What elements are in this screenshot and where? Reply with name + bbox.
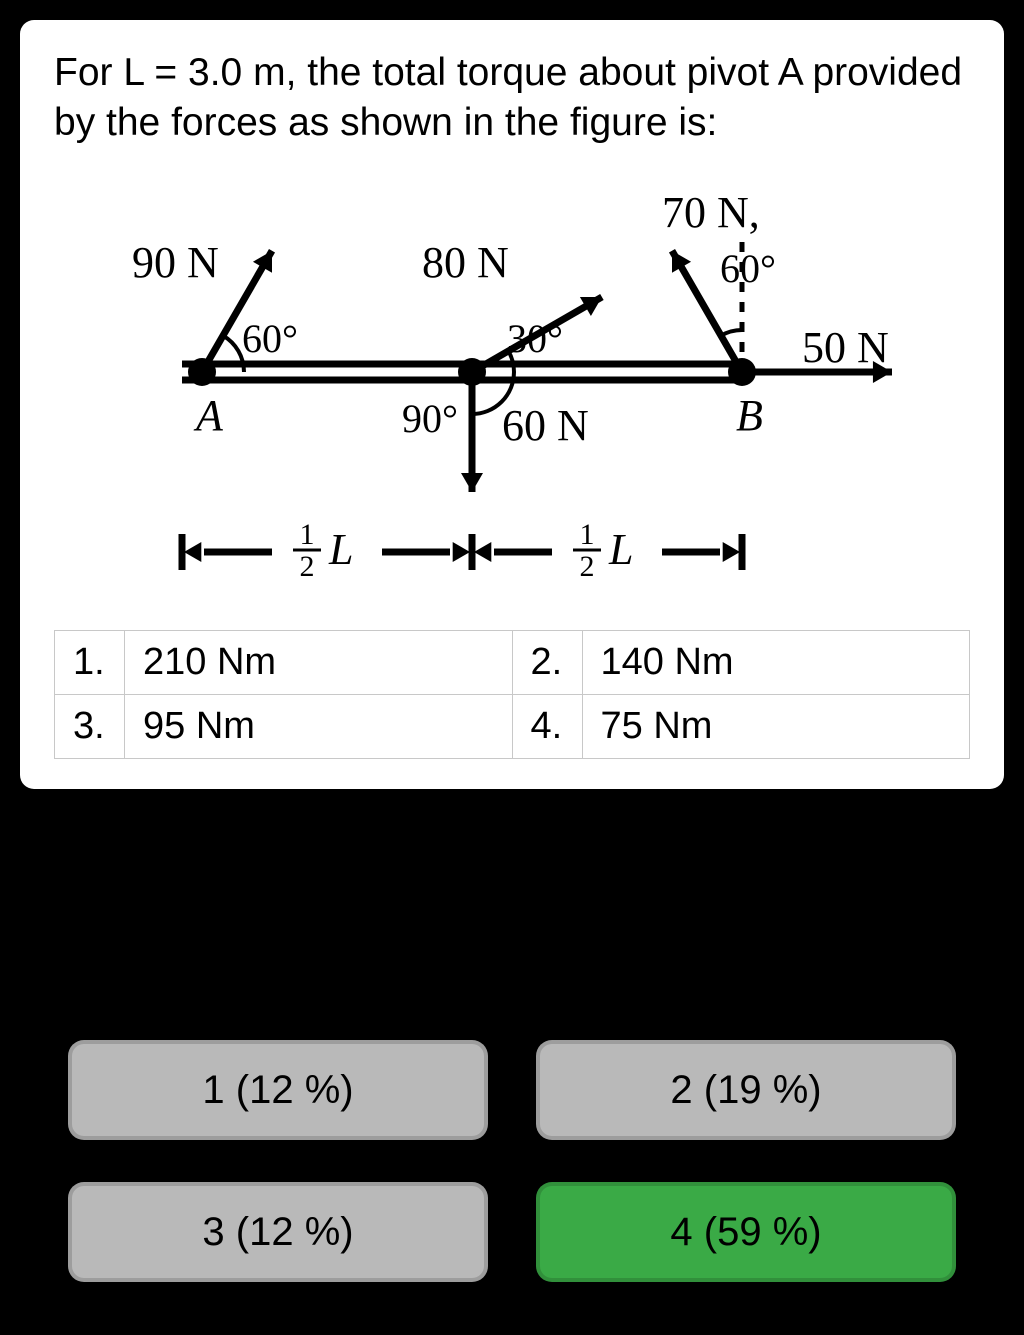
options-table: 1. 210 Nm 2. 140 Nm 3. 95 Nm 4. 75 Nm (54, 630, 970, 759)
answer-button-2[interactable]: 2 (19 %) (536, 1040, 956, 1140)
svg-text:60°: 60° (242, 316, 298, 361)
force-diagram: AB90 N60°80 N30°60 N90°70 N,60°50 N12L12… (102, 172, 922, 602)
answer-button-4[interactable]: 4 (59 %) (536, 1182, 956, 1282)
svg-text:1: 1 (300, 518, 315, 551)
option-num: 1. (55, 630, 125, 694)
option-val: 210 Nm (125, 630, 513, 694)
svg-text:60°: 60° (720, 246, 776, 291)
answer-button-1[interactable]: 1 (12 %) (68, 1040, 488, 1140)
option-num: 2. (512, 630, 582, 694)
svg-text:90 N: 90 N (132, 238, 219, 287)
svg-text:90°: 90° (402, 396, 458, 441)
svg-text:80 N: 80 N (422, 238, 509, 287)
answer-button-3[interactable]: 3 (12 %) (68, 1182, 488, 1282)
option-val: 95 Nm (125, 694, 513, 758)
option-val: 75 Nm (582, 694, 970, 758)
question-card: For L = 3.0 m, the total torque about pi… (20, 20, 1004, 789)
svg-text:1: 1 (580, 518, 595, 551)
answer-row: 3 (12 %) 4 (59 %) (20, 1182, 1004, 1282)
svg-text:50 N: 50 N (802, 323, 889, 372)
svg-text:B: B (736, 391, 763, 440)
svg-text:70 N,: 70 N, (662, 188, 760, 237)
option-val: 140 Nm (582, 630, 970, 694)
svg-text:2: 2 (580, 550, 595, 583)
svg-text:L: L (328, 525, 353, 574)
svg-text:30°: 30° (507, 316, 563, 361)
table-row: 1. 210 Nm 2. 140 Nm (55, 630, 970, 694)
svg-text:A: A (193, 391, 224, 440)
svg-text:60 N: 60 N (502, 401, 589, 450)
svg-text:2: 2 (300, 550, 315, 583)
answer-buttons: 1 (12 %) 2 (19 %) 3 (12 %) 4 (59 %) (20, 1040, 1004, 1324)
option-num: 3. (55, 694, 125, 758)
question-text: For L = 3.0 m, the total torque about pi… (54, 48, 970, 148)
table-row: 3. 95 Nm 4. 75 Nm (55, 694, 970, 758)
svg-text:L: L (608, 525, 633, 574)
option-num: 4. (512, 694, 582, 758)
diagram-container: AB90 N60°80 N30°60 N90°70 N,60°50 N12L12… (54, 172, 970, 602)
answer-row: 1 (12 %) 2 (19 %) (20, 1040, 1004, 1140)
